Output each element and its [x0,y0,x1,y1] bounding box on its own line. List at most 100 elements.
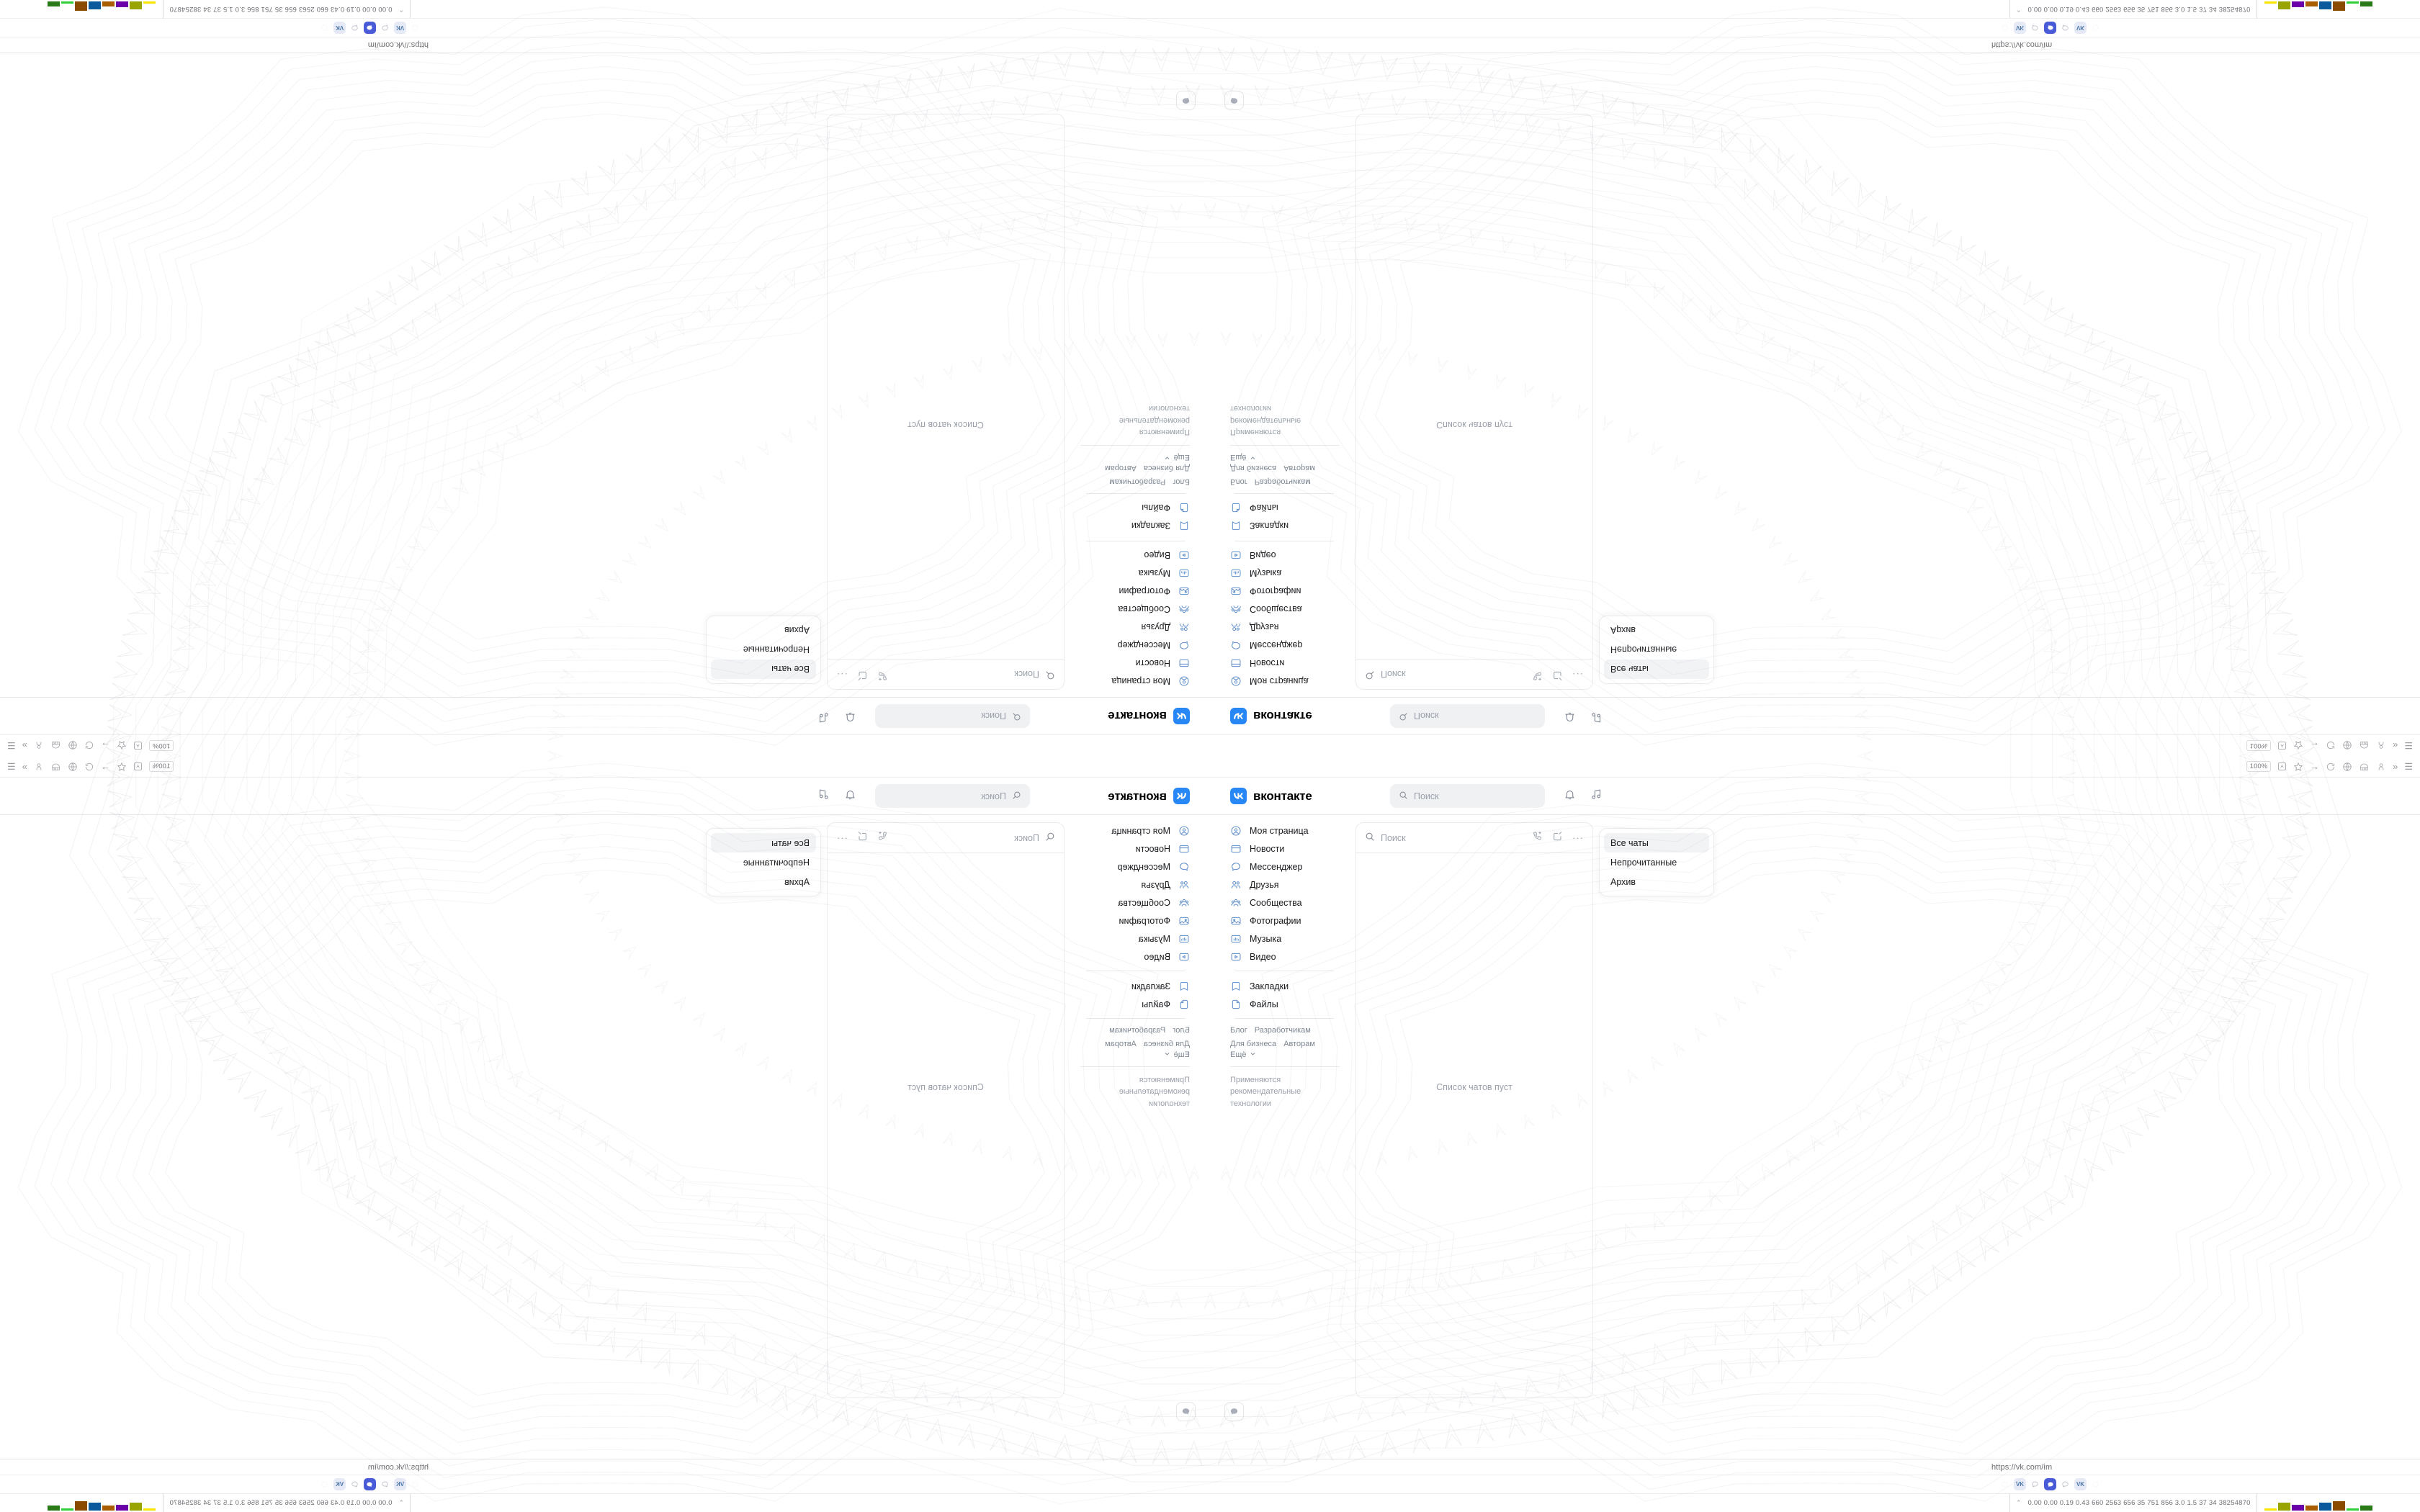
sidebar-item-video[interactable]: Видео [1230,948,1340,965]
sidebar-item-profile[interactable]: Моя страница [1230,673,1340,690]
vk-logo-icon[interactable] [1173,708,1190,724]
extension-badge-icon[interactable]: 6.8K [2359,762,2370,772]
taskbar-ghost-right[interactable] [2089,1478,2102,1490]
forward-arrow-icon[interactable]: → [2310,761,2320,772]
sidebar-item-friends[interactable]: Друзья [1230,876,1340,893]
globe-icon[interactable] [2342,762,2352,772]
sidebar-item-messenger[interactable]: Мессенджер [1080,858,1190,875]
sidebar-item-music[interactable]: Музыка [1080,565,1190,582]
reader-mode-icon[interactable]: A [133,762,143,771]
sidebar-footer-link[interactable]: Для бизнеса [1143,1039,1190,1048]
zoom-level-indicator[interactable]: 100% [148,761,174,772]
sidebar-item-profile[interactable]: Моя страница [1080,822,1190,839]
chat-filter-item[interactable]: Непрочитанные [743,857,810,868]
taskbar-vk-right[interactable]: VK [333,1478,346,1490]
sidebar-footer-link[interactable]: Блог [1173,477,1190,486]
chat-search-input[interactable]: Поиск [897,832,1055,844]
sidebar-footer-link[interactable]: Авторам [1283,464,1315,473]
sidebar-item-files[interactable]: Файлы [1230,500,1340,516]
header-actions[interactable] [817,788,856,804]
global-search-input[interactable]: Поиск [875,784,1030,808]
header-actions[interactable] [1564,788,1603,804]
chat-filter-dropdown[interactable]: Все чаты Непрочитанные Архив [1599,616,1714,684]
chat-toolbar-actions[interactable]: ··· [836,667,888,682]
chat-filter-item[interactable]: Архив [784,625,810,636]
global-search-input[interactable]: Поиск [1390,704,1545,728]
chat-filter-item[interactable]: Все чаты [1604,833,1709,852]
new-call-icon[interactable] [877,667,888,682]
reload-icon[interactable] [84,762,94,772]
taskbar-messenger-active[interactable] [364,1478,376,1490]
chat-filter-item[interactable]: Архив [784,876,810,887]
taskbar-bubble-left[interactable] [2029,1478,2041,1490]
forward-arrow-icon[interactable]: → [2310,740,2320,751]
taskbar-vk-left[interactable]: VK [394,1478,406,1490]
sidebar-item-bookmarks[interactable]: Закладки [1080,978,1190,994]
sidebar-footer-link[interactable]: Для бизнеса [1230,1039,1277,1048]
sidebar-secondary-group[interactable]: Закладки Файлы [1080,978,1190,1012]
sidebar-footer-links[interactable]: Блог Разработчикам Для бизнеса Авторам [1230,1025,1335,1050]
account-icon[interactable] [2376,741,2386,751]
overflow-chevrons-icon[interactable]: » [2393,761,2398,772]
sidebar-primary-group[interactable]: Моя страница Новости Мессенджер Друзья Сообщ… [1080,822,1190,965]
bookmark-star-icon[interactable] [117,741,127,751]
forward-arrow-icon[interactable]: → [100,761,110,772]
new-call-icon[interactable] [877,830,888,845]
taskbar-messenger-active[interactable] [364,22,376,34]
sidebar-item-news[interactable]: Новости [1230,840,1340,857]
chat-filter-list[interactable]: Все чаты Непрочитанные Архив [711,621,816,679]
sidebar-footer-links[interactable]: Блог Разработчикам Для бизнеса Авторам [1085,462,1190,487]
chat-filter-list[interactable]: Все чаты Непрочитанные Архив [1604,833,1709,891]
sidebar-item-music[interactable]: Музыка [1080,930,1190,947]
chat-filter-item[interactable]: Архив [1610,625,1636,636]
sidebar-item-bookmarks[interactable]: Закладки [1230,518,1340,534]
globe-icon[interactable] [68,741,78,751]
sidebar-item-video[interactable]: Видео [1080,948,1190,965]
chat-filter-item[interactable]: Все чаты [1604,660,1709,679]
sidebar-footer-link[interactable]: Авторам [1105,1039,1137,1048]
chat-bubble-fab[interactable] [1224,91,1244,110]
zoom-level-indicator[interactable]: 100% [148,740,174,751]
taskbar-bubble-left[interactable] [2029,22,2041,34]
reload-icon[interactable] [2326,762,2336,772]
sidebar-primary-group[interactable]: Моя страница Новости Мессенджер Друзья Сообщ… [1230,822,1340,965]
sidebar-item-video[interactable]: Видео [1080,547,1190,564]
vk-brand[interactable]: вконтакте [1230,788,1381,804]
browser-toolbar[interactable]: 100% A → 6.8K [1210,756,2420,778]
sidebar-item-friends[interactable]: Друзья [1230,619,1340,636]
quadrant-bottom-right[interactable]: 100% A → 6.8K [1210,756,2420,1512]
taskbar-bubble-right[interactable] [2059,22,2071,34]
chat-filter-item[interactable]: Непрочитанные [1610,857,1677,868]
taskbar-vk-right[interactable]: VK [2074,1478,2087,1490]
chat-filter-item[interactable]: Непрочитанные [1610,644,1677,655]
overflow-chevrons-icon[interactable]: » [22,761,27,772]
sidebar-footer-link[interactable]: Для бизнеса [1143,464,1190,473]
app-menu-icon[interactable]: ☰ [7,740,16,752]
vk-sidebar[interactable]: Моя страница Новости Мессенджер Друзья Сообщ… [1080,402,1190,690]
sidebar-footer-link[interactable]: Блог [1230,1026,1247,1035]
sidebar-item-profile[interactable]: Моя страница [1080,673,1190,690]
taskbar-bubble-right[interactable] [349,1478,361,1490]
taskbar-messenger-active[interactable] [2044,22,2056,34]
chat-filter-item[interactable]: Все чаты [711,833,816,852]
reload-icon[interactable] [84,741,94,751]
notifications-bell-icon[interactable] [1564,788,1576,804]
new-call-icon[interactable] [1532,830,1543,845]
bookmark-star-icon[interactable] [2293,741,2303,751]
app-menu-icon[interactable]: ☰ [7,760,16,772]
app-menu-icon[interactable]: ☰ [2404,740,2413,752]
zoom-level-indicator[interactable]: 100% [2246,740,2272,751]
sidebar-footer-links[interactable]: Блог Разработчикам Для бизнеса Авторам [1230,462,1335,487]
sidebar-item-profile[interactable]: Моя страница [1230,822,1340,839]
taskbar-ghost-right[interactable] [318,22,331,34]
sidebar-item-music[interactable]: Музыка [1230,930,1340,947]
sidebar-item-communities[interactable]: Сообщества [1080,601,1190,618]
sidebar-footer-link[interactable]: Блог [1230,477,1247,486]
chat-filter-dropdown[interactable]: Все чаты Непрочитанные Архив [706,828,821,896]
sidebar-footer-link[interactable]: Авторам [1105,464,1137,473]
app-menu-icon[interactable]: ☰ [2404,760,2413,772]
chat-bubble-fab[interactable] [1224,1402,1244,1421]
sidebar-footer-link[interactable]: Блог [1173,1026,1190,1035]
browser-toolbar[interactable]: 100% A → 6.8K [0,734,1210,756]
music-note-icon[interactable] [817,708,830,724]
